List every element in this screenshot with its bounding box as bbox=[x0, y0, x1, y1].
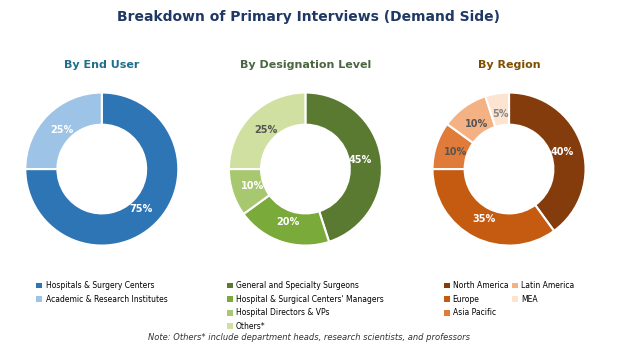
Wedge shape bbox=[486, 92, 509, 127]
Wedge shape bbox=[25, 92, 178, 246]
Text: Breakdown of Primary Interviews (Demand Side): Breakdown of Primary Interviews (Demand … bbox=[117, 10, 500, 24]
Text: Note: Others* include department heads, research scientists, and professors: Note: Others* include department heads, … bbox=[147, 333, 470, 342]
Wedge shape bbox=[447, 96, 495, 143]
Wedge shape bbox=[509, 92, 586, 231]
Text: 10%: 10% bbox=[241, 181, 264, 191]
Title: By Region: By Region bbox=[478, 60, 540, 70]
Text: 35%: 35% bbox=[472, 214, 495, 224]
Title: By Designation Level: By Designation Level bbox=[240, 60, 371, 70]
Text: 25%: 25% bbox=[51, 125, 74, 135]
Legend: North America, Europe, Asia Pacific, Latin America, MEA: North America, Europe, Asia Pacific, Lat… bbox=[441, 278, 578, 321]
Wedge shape bbox=[229, 92, 305, 169]
Text: 25%: 25% bbox=[254, 125, 278, 135]
Text: 75%: 75% bbox=[130, 204, 153, 214]
Text: 10%: 10% bbox=[465, 119, 488, 129]
Wedge shape bbox=[244, 195, 329, 246]
Text: 20%: 20% bbox=[276, 217, 300, 227]
Text: 10%: 10% bbox=[444, 147, 468, 157]
Text: 5%: 5% bbox=[492, 109, 508, 119]
Title: By End User: By End User bbox=[64, 60, 139, 70]
Wedge shape bbox=[229, 169, 270, 214]
Wedge shape bbox=[433, 124, 473, 169]
Text: 40%: 40% bbox=[550, 147, 574, 157]
Legend: Hospitals & Surgery Centers, Academic & Research Institutes: Hospitals & Surgery Centers, Academic & … bbox=[33, 278, 170, 307]
Wedge shape bbox=[433, 169, 554, 246]
Text: 45%: 45% bbox=[349, 155, 372, 165]
Wedge shape bbox=[305, 92, 382, 242]
Wedge shape bbox=[25, 92, 102, 169]
Legend: General and Specialty Surgeons, Hospital & Surgical Centers' Managers, Hospital : General and Specialty Surgeons, Hospital… bbox=[224, 278, 387, 334]
